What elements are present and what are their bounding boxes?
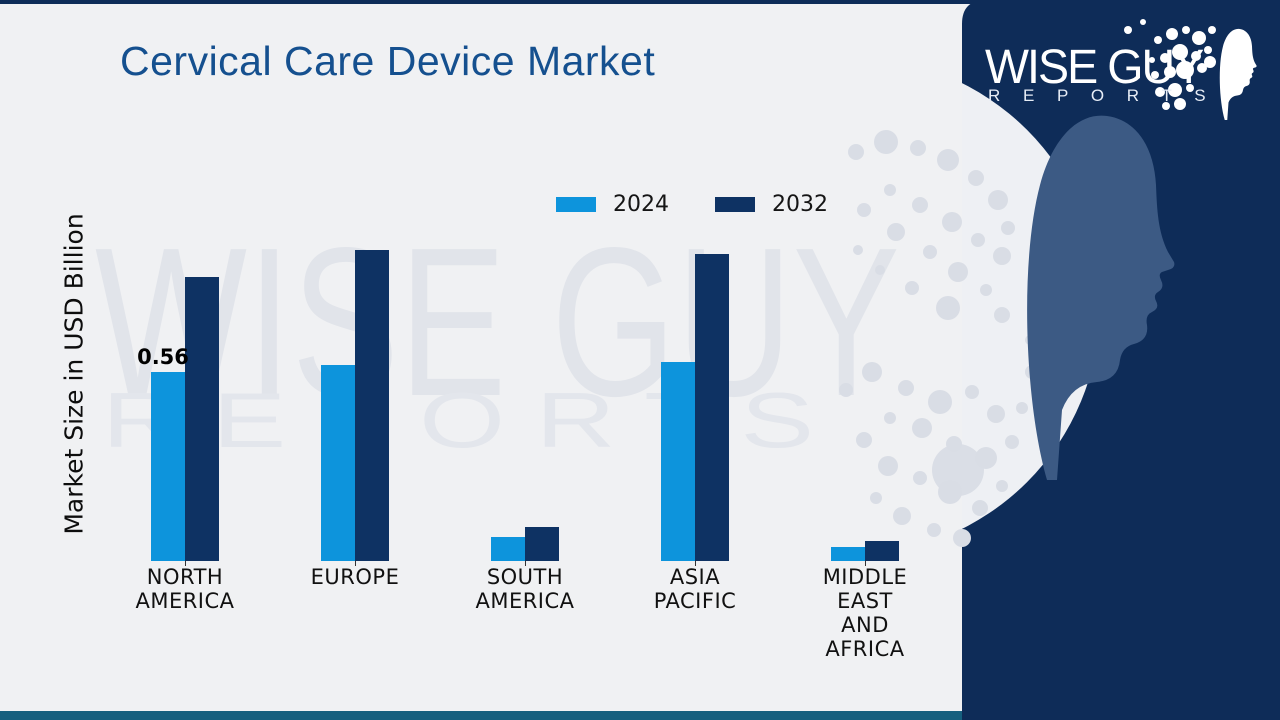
legend-item-2032: 2032 bbox=[715, 192, 828, 217]
bar-2024-asia-pacific bbox=[661, 362, 695, 561]
bar-2032-north-america bbox=[185, 277, 219, 561]
bar-2024-north-america bbox=[151, 372, 185, 561]
x-axis-label-europe: EUROPE bbox=[310, 565, 400, 589]
bar-2032-asia-pacific bbox=[695, 254, 729, 561]
logo-dots-icon bbox=[1124, 19, 1216, 110]
legend-label-2024: 2024 bbox=[613, 192, 669, 217]
bar-2032-south-america bbox=[525, 527, 559, 561]
bar-2024-middle-east-and-africa bbox=[831, 547, 865, 561]
bar-value-label-north-america-2024: 0.56 bbox=[137, 345, 189, 369]
x-axis-tick bbox=[525, 561, 526, 566]
page-title: Cervical Care Device Market bbox=[120, 38, 656, 84]
logo-wordmark: WISE GUY bbox=[985, 41, 1204, 94]
x-axis-tick bbox=[185, 561, 186, 566]
bar-2024-europe bbox=[321, 365, 355, 561]
legend-item-2024: 2024 bbox=[556, 192, 669, 217]
legend-swatch-2024 bbox=[556, 197, 596, 212]
legend-swatch-2032 bbox=[715, 197, 755, 212]
x-axis-tick bbox=[355, 561, 356, 566]
x-axis-tick bbox=[695, 561, 696, 566]
bar-2024-south-america bbox=[491, 537, 525, 561]
x-axis-label-middle-east-and-africa: MIDDLE EAST AND AFRICA bbox=[822, 565, 908, 661]
x-axis-label-asia-pacific: ASIA PACIFIC bbox=[653, 565, 737, 613]
bar-2032-middle-east-and-africa bbox=[865, 541, 899, 561]
legend-label-2032: 2032 bbox=[772, 192, 828, 217]
bottom-accent-bar bbox=[0, 711, 1280, 720]
top-accent-strip bbox=[0, 0, 1280, 4]
x-axis-label-south-america: SOUTH AMERICA bbox=[475, 565, 575, 613]
x-axis-label-north-america: NORTH AMERICA bbox=[135, 565, 235, 613]
logo-reports-text: R E P O R T S bbox=[988, 86, 1215, 105]
x-axis-tick bbox=[865, 561, 866, 566]
bar-2032-europe bbox=[355, 250, 389, 561]
watermark-dots bbox=[839, 130, 1039, 547]
watermark-wordmark: WISE GUY bbox=[95, 203, 900, 440]
chart-legend: 2024 2032 bbox=[556, 192, 828, 217]
